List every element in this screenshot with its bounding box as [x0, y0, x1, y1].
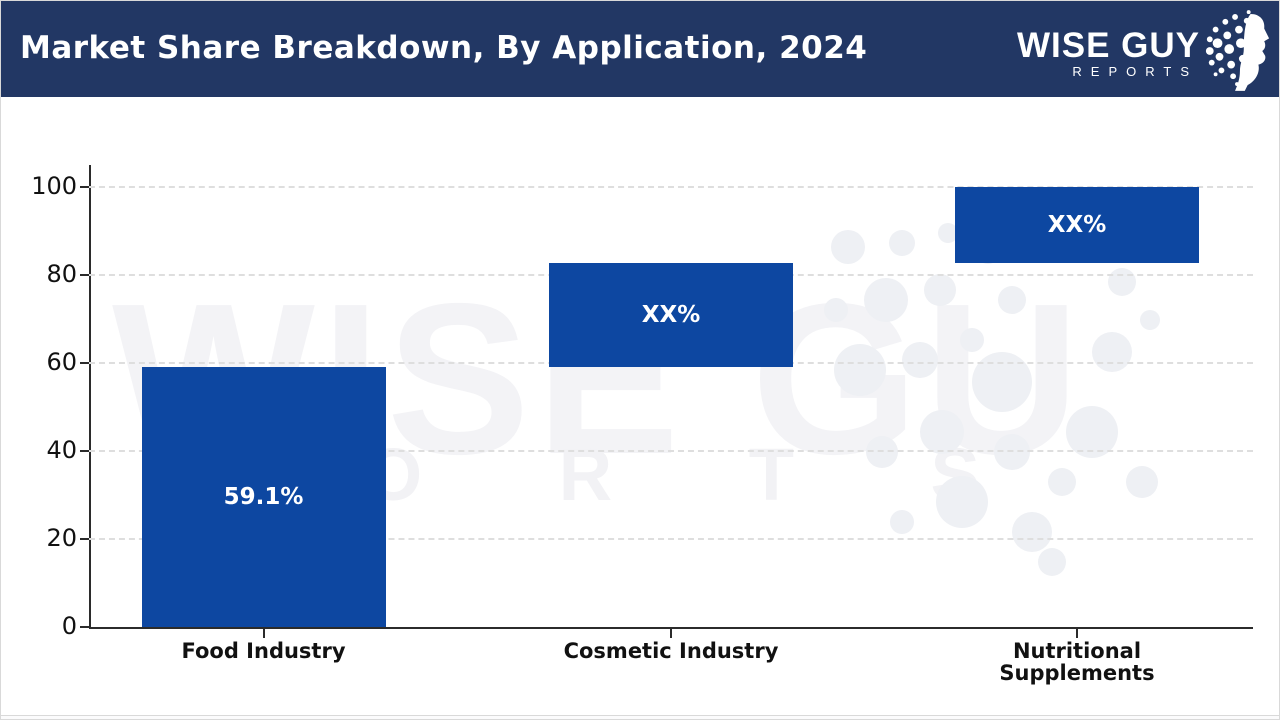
y-tick-label-60: 60 — [46, 348, 77, 376]
watermark-dot — [1038, 548, 1066, 576]
watermark-dot — [1048, 468, 1076, 496]
y-tick-label-20: 20 — [46, 524, 77, 552]
y-tick-0 — [80, 626, 89, 628]
bar-value-label: XX% — [641, 301, 701, 328]
page-title: Market Share Breakdown, By Application, … — [20, 30, 868, 66]
gridline-y-40 — [89, 450, 1253, 452]
watermark-dot — [1066, 406, 1118, 458]
x-category-label: Food Industry — [181, 639, 346, 663]
logo-text-reports: REPORTS — [1072, 64, 1198, 79]
bar-value-label: XX% — [1047, 211, 1107, 238]
watermark-dot — [824, 298, 848, 322]
bar-value-label: 59.1% — [223, 483, 304, 510]
bar-food-industry: 59.1% — [141, 366, 386, 627]
gridline-y-20 — [89, 538, 1253, 540]
header-bar: Market Share Breakdown, By Application, … — [0, 0, 1280, 97]
watermark-dot — [938, 223, 958, 243]
watermark-dot — [936, 476, 988, 528]
watermark-dot — [889, 230, 915, 256]
watermark-dot — [866, 436, 898, 468]
watermark-dot — [834, 344, 886, 396]
wiseguy-head-icon — [1205, 10, 1270, 91]
watermark-dot — [1140, 310, 1160, 330]
y-tick-label-100: 100 — [31, 172, 77, 200]
watermark-dot — [998, 286, 1026, 314]
watermark-dot — [924, 274, 956, 306]
y-tick-40 — [80, 450, 89, 452]
bar-cosmetic-industry: XX% — [549, 262, 793, 367]
watermark-dot — [864, 278, 908, 322]
y-axis-line — [89, 165, 91, 629]
watermark-dot — [960, 328, 984, 352]
watermark-dot — [1092, 332, 1132, 372]
x-axis-line — [89, 627, 1253, 629]
watermark-dot — [920, 410, 964, 454]
y-tick-label-0: 0 — [61, 612, 77, 640]
bottom-padding — [0, 716, 1280, 720]
y-tick-label-80: 80 — [46, 260, 77, 288]
x-tick-2 — [1076, 629, 1078, 638]
x-tick-0 — [262, 629, 265, 638]
watermark-dot — [994, 434, 1030, 470]
y-tick-60 — [80, 362, 89, 364]
watermark-dot — [1012, 512, 1052, 552]
x-category-label: Cosmetic Industry — [563, 639, 779, 663]
gridline-y-100 — [89, 186, 1253, 188]
y-tick-100 — [80, 186, 89, 188]
x-category-label: Nutritional Supplements — [999, 639, 1155, 686]
watermark-dot — [1126, 466, 1158, 498]
x-tick-1 — [670, 629, 672, 638]
watermark-dot — [1108, 268, 1136, 296]
y-tick-label-40: 40 — [46, 436, 77, 464]
watermark-dot — [831, 230, 865, 264]
watermark-dot — [902, 342, 938, 378]
y-tick-20 — [80, 538, 89, 540]
bar-nutritional-supplements: XX% — [955, 187, 1199, 263]
y-tick-80 — [80, 274, 89, 276]
wiseguy-logo: WISE GUY REPORTS — [1017, 6, 1272, 92]
bottom-border-line — [0, 715, 1280, 716]
watermark-dot — [890, 510, 914, 534]
logo-text-wiseguy: WISE GUY — [1016, 26, 1200, 65]
